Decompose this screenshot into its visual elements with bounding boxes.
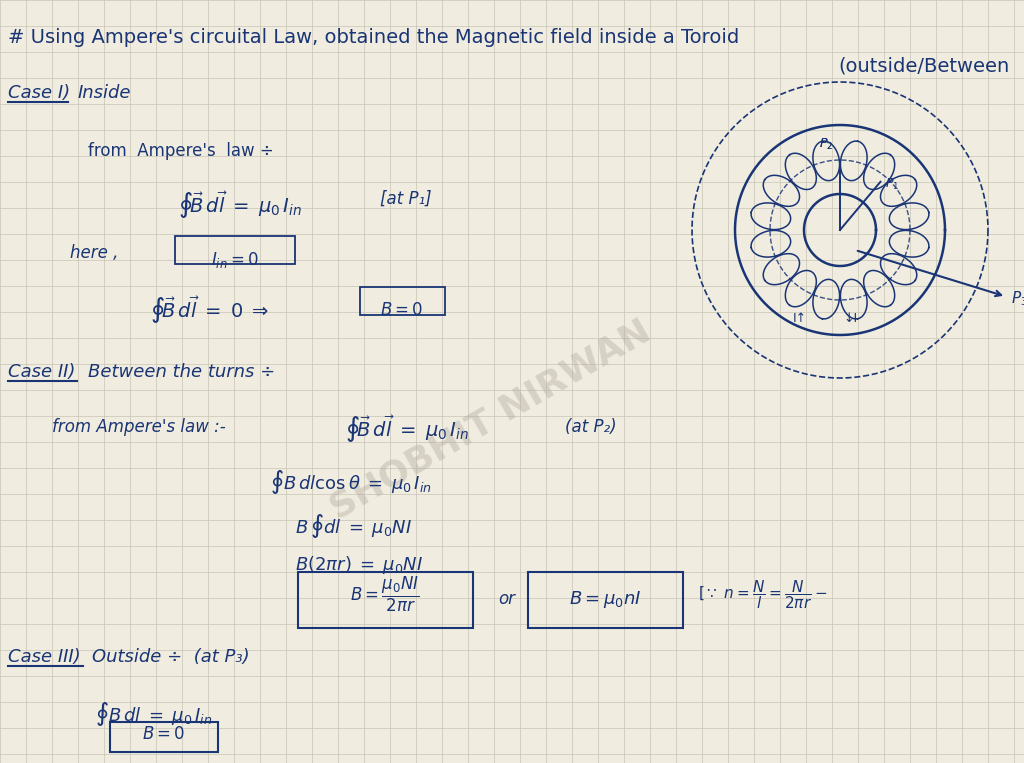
Text: $B(2\pi r)\;=\;\mu_0 N I$: $B(2\pi r)\;=\;\mu_0 N I$ — [295, 554, 423, 576]
Bar — [175, 236, 295, 264]
Text: Case II): Case II) — [8, 363, 76, 381]
Text: from Ampere's law :-: from Ampere's law :- — [52, 418, 225, 436]
Text: Outside ÷  (at P₃): Outside ÷ (at P₃) — [92, 648, 250, 666]
Text: SHOBHIT NIRWAN: SHOBHIT NIRWAN — [324, 314, 656, 526]
Text: $P_2$: $P_2$ — [819, 137, 834, 152]
Text: $B=0$: $B=0$ — [380, 301, 424, 319]
Text: $P_3$: $P_3$ — [1011, 289, 1024, 308]
Text: $\oint\!\vec{B}\,d\vec{l}\;=\;0\;\Rightarrow$: $\oint\!\vec{B}\,d\vec{l}\;=\;0\;\Righta… — [150, 295, 269, 326]
Text: $P_1$: $P_1$ — [886, 177, 900, 192]
Text: # Using Ampere's circuital Law, obtained the Magnetic field inside a Toroid: # Using Ampere's circuital Law, obtained… — [8, 28, 739, 47]
Text: $B=\dfrac{\mu_0 N I}{2\pi r}$: $B=\dfrac{\mu_0 N I}{2\pi r}$ — [350, 575, 420, 614]
Text: $\oint B\,dl\;=\;\mu_0\,I_{in}$: $\oint B\,dl\;=\;\mu_0\,I_{in}$ — [95, 700, 213, 728]
Text: [at P₁]: [at P₁] — [380, 190, 432, 208]
Text: I↑: I↑ — [793, 313, 807, 326]
Text: $\oint\!\vec{B}\,d\vec{l}\;=\;\mu_0\,I_{in}$: $\oint\!\vec{B}\,d\vec{l}\;=\;\mu_0\,I_{… — [178, 190, 302, 221]
Text: Case I): Case I) — [8, 84, 70, 102]
Text: (outside/Between: (outside/Between — [839, 56, 1010, 75]
Text: $[\because\; n=\dfrac{N}{l}=\dfrac{N}{2\pi r}-$: $[\because\; n=\dfrac{N}{l}=\dfrac{N}{2\… — [698, 578, 827, 610]
Text: or: or — [498, 590, 515, 608]
Text: $B=0$: $B=0$ — [142, 725, 185, 743]
Bar — [360, 287, 445, 315]
Text: Between the turns ÷: Between the turns ÷ — [88, 363, 275, 381]
Text: $I_{in}=0$: $I_{in}=0$ — [211, 250, 259, 270]
Text: here ,: here , — [70, 244, 119, 262]
Text: Inside: Inside — [78, 84, 131, 102]
Text: $B\,\oint dl\;=\;\mu_0 N I$: $B\,\oint dl\;=\;\mu_0 N I$ — [295, 512, 412, 540]
Text: $\oint B\,dl\cos\theta\;=\;\mu_0\,I_{in}$: $\oint B\,dl\cos\theta\;=\;\mu_0\,I_{in}… — [270, 468, 432, 496]
Text: $\oint\!\vec{B}\,d\vec{l}\;=\;\mu_0\,I_{in}$: $\oint\!\vec{B}\,d\vec{l}\;=\;\mu_0\,I_{… — [345, 414, 469, 445]
Text: $B=\mu_0 n I$: $B=\mu_0 n I$ — [568, 590, 641, 610]
Text: from  Ampere's  law ÷: from Ampere's law ÷ — [88, 142, 273, 160]
Text: Case III): Case III) — [8, 648, 81, 666]
Text: ↓I: ↓I — [843, 313, 857, 326]
Text: $P_2$: $P_2$ — [819, 137, 834, 152]
Bar — [298, 572, 473, 628]
Bar — [528, 572, 683, 628]
Text: (at P₂): (at P₂) — [565, 418, 616, 436]
Bar — [110, 722, 218, 752]
